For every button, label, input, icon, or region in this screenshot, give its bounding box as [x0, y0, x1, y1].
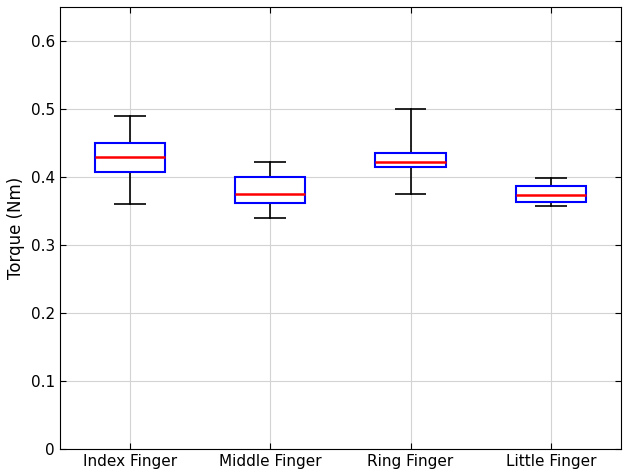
Y-axis label: Torque (Nm): Torque (Nm) — [7, 177, 25, 279]
Bar — [376, 153, 446, 167]
Bar — [516, 186, 586, 201]
Bar — [95, 143, 165, 171]
Bar — [235, 177, 305, 203]
